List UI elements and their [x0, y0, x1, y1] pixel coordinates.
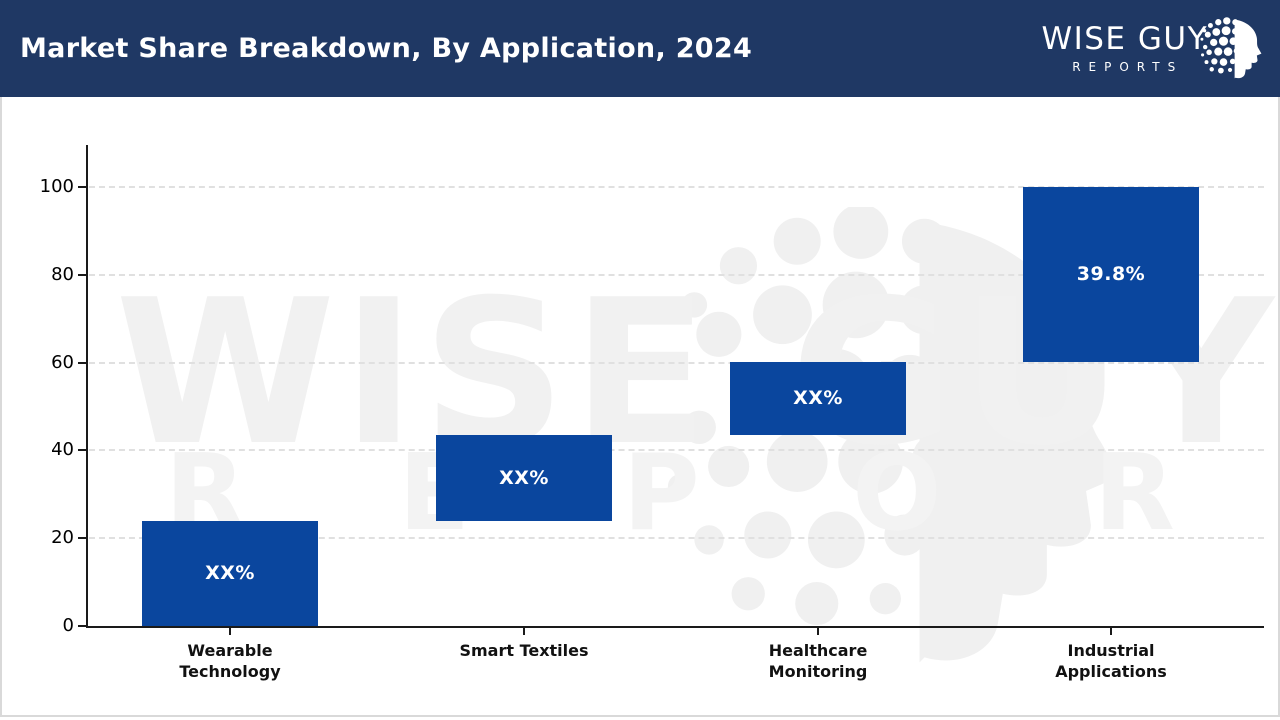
y-gridline — [89, 449, 1264, 452]
x-axis-line — [86, 626, 1264, 628]
x-category-label: Healthcare Monitoring — [768, 641, 868, 681]
bar-segment: 39.8% — [1023, 187, 1199, 362]
logo-wordmark: WISE GUY — [1041, 20, 1208, 57]
page-title: Market Share Breakdown, By Application, … — [20, 33, 753, 64]
y-gridline — [89, 186, 1264, 188]
bar-value-label: 39.8% — [1076, 263, 1146, 286]
x-category-label: Smart Textiles — [459, 641, 589, 660]
y-gridline — [89, 537, 1264, 540]
y-tick-mark — [78, 186, 87, 188]
y-tick-label: 40 — [51, 439, 74, 461]
y-tick-mark — [78, 361, 87, 364]
y-tick-label: 20 — [51, 527, 74, 549]
y-gridline — [89, 273, 1264, 276]
bar-segment: XX% — [142, 520, 318, 626]
y-tick-mark — [78, 537, 87, 540]
header-bar: Market Share Breakdown, By Application, … — [0, 0, 1280, 97]
y-tick-mark — [78, 449, 87, 452]
wiseguy-face-icon — [1198, 8, 1266, 90]
y-tick-label: 0 — [62, 615, 74, 636]
y-tick-mark — [78, 625, 87, 627]
y-tick-mark — [78, 273, 87, 276]
y-tick-label: 100 — [39, 176, 74, 197]
y-axis-line — [86, 145, 88, 628]
bar-value-label: XX% — [793, 387, 843, 410]
bar-value-label: XX% — [205, 562, 255, 585]
x-category-label: Industrial Applications — [1055, 641, 1167, 681]
wiseguy-logo: WISE GUY REPORTS — [1041, 8, 1266, 90]
bar-value-label: XX% — [499, 466, 549, 489]
y-gridline — [89, 361, 1264, 364]
plot-area: 0 20 40 60 80 100 XX% XX% XX% 39.8% Wearable Techn… — [0, 97, 1280, 720]
chart-canvas: WISE GUY R E P O R T S 020406080100XX%XX… — [0, 97, 1280, 720]
y-tick-label: 60 — [51, 351, 74, 373]
x-tick-mark — [817, 628, 819, 635]
y-tick-label: 80 — [51, 263, 74, 285]
x-tick-mark — [229, 628, 231, 635]
bar-segment: XX% — [436, 435, 612, 521]
x-tick-mark — [1110, 628, 1112, 635]
logo-text: WISE GUY REPORTS — [1041, 20, 1208, 74]
watermark-text-sub: R E P O R T S — [165, 432, 1280, 554]
x-tick-mark — [523, 628, 525, 635]
x-category-label: Wearable Technology — [179, 641, 281, 681]
bar-segment: XX% — [730, 361, 906, 436]
logo-subtitle: REPORTS — [1072, 59, 1184, 74]
